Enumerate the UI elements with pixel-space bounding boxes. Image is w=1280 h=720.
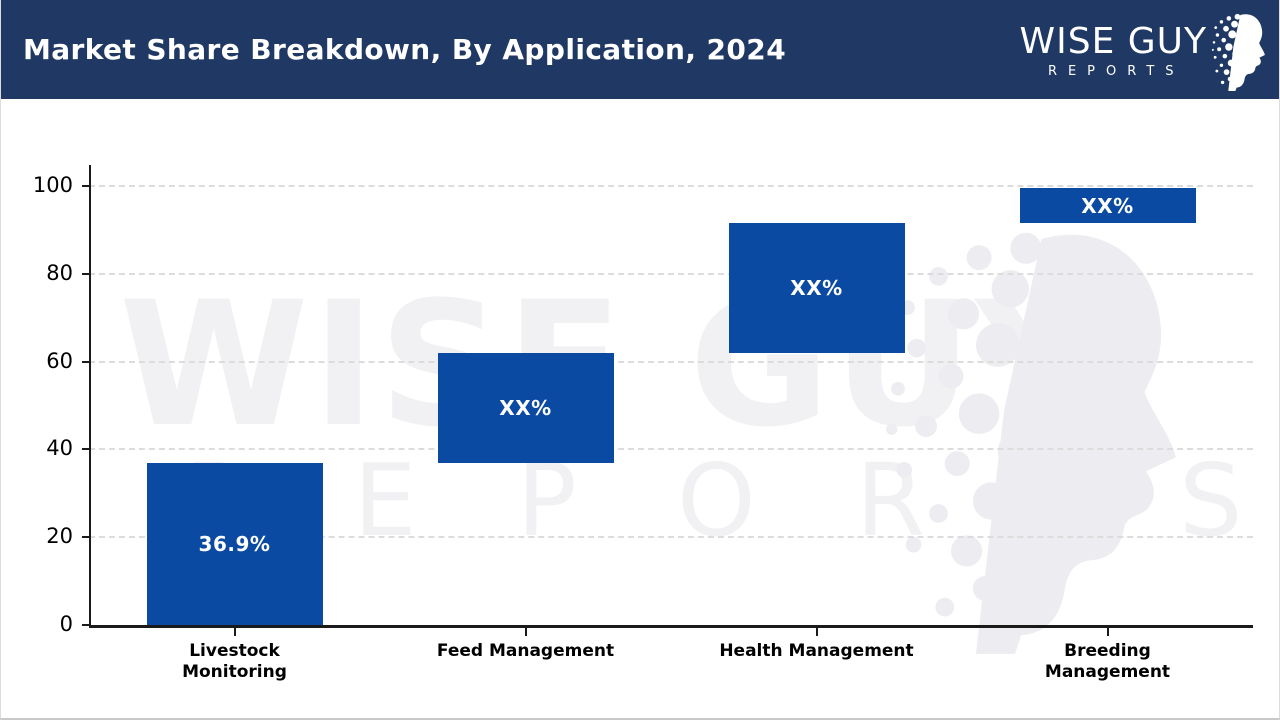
header: Market Share Breakdown, By Application, … bbox=[1, 0, 1279, 99]
wise-guy-face-icon bbox=[1211, 13, 1265, 91]
x-tick bbox=[1106, 628, 1109, 636]
gridline-60 bbox=[89, 360, 1253, 363]
wise-guy-logo: WISE GUY REPORTS bbox=[1020, 11, 1268, 91]
y-tick-100 bbox=[82, 185, 89, 187]
y-tick-40 bbox=[82, 448, 89, 451]
x-tick bbox=[815, 628, 818, 636]
bar-value-label: XX% bbox=[499, 395, 552, 420]
bar-segment: XX% bbox=[728, 223, 905, 353]
x-axis-label: Feed Management bbox=[436, 641, 615, 661]
gridline-100 bbox=[89, 185, 1253, 187]
bar-value-label: 36.9% bbox=[198, 531, 271, 556]
y-tick-label-0: 0 bbox=[59, 612, 73, 636]
y-tick-0 bbox=[82, 624, 89, 626]
logo-wordmark: WISE GUY REPORTS bbox=[1019, 20, 1208, 79]
bar-value-label: XX% bbox=[1081, 193, 1134, 218]
y-axis-spine bbox=[89, 165, 91, 627]
bar-value-label: XX% bbox=[790, 276, 843, 301]
chart-title: Market Share Breakdown, By Application, … bbox=[23, 33, 787, 66]
logo-wordmark-line2: REPORTS bbox=[1047, 63, 1185, 79]
y-tick-label-20: 20 bbox=[46, 524, 73, 549]
y-tick-80 bbox=[82, 272, 89, 275]
x-axis-label: Livestock Monitoring bbox=[182, 641, 287, 683]
y-tick-label-40: 40 bbox=[46, 436, 73, 461]
chart-area: WISE GUY REPORTS 0 20 40 60 80 100 36.9% Livest… bbox=[1, 99, 1279, 718]
y-tick-20 bbox=[82, 536, 89, 539]
gridline-40 bbox=[89, 448, 1253, 451]
bar-segment: XX% bbox=[1019, 188, 1196, 224]
gridline-80 bbox=[89, 272, 1253, 275]
bar-segment: XX% bbox=[437, 352, 614, 463]
watermark-face-icon bbox=[886, 232, 1176, 654]
x-tick bbox=[233, 628, 236, 636]
x-axis-spine bbox=[89, 625, 1253, 628]
x-axis-label: Breeding Management bbox=[1044, 641, 1171, 683]
logo-wordmark-line1: WISE GUY bbox=[1019, 20, 1207, 62]
x-axis-label: Health Management bbox=[719, 641, 914, 661]
gridline-20 bbox=[89, 536, 1253, 539]
y-tick-label-100: 100 bbox=[32, 173, 73, 197]
y-tick-label-60: 60 bbox=[46, 348, 73, 373]
y-tick-label-80: 80 bbox=[46, 260, 73, 285]
y-tick-60 bbox=[82, 360, 89, 363]
bar-segment: 36.9% bbox=[146, 463, 323, 625]
x-tick bbox=[524, 628, 527, 636]
